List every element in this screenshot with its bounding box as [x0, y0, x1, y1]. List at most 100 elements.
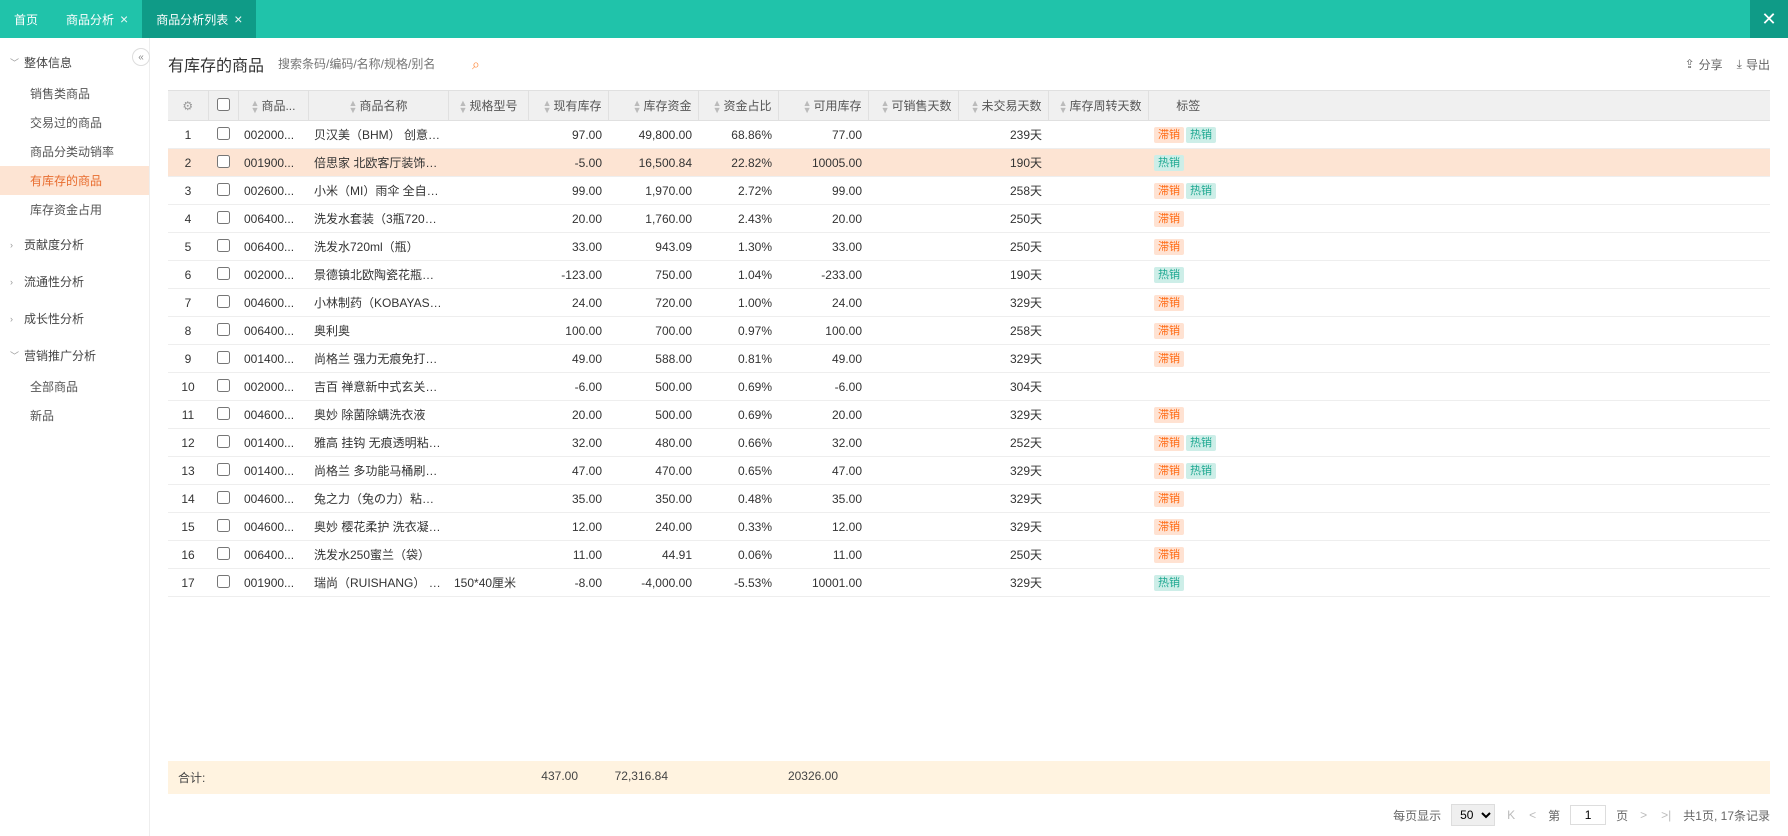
nav-group-head[interactable]: ﹀营销推广分析	[0, 339, 149, 372]
sort-icon[interactable]: ▲▼	[251, 100, 260, 114]
tab-close-icon[interactable]: ×	[120, 11, 128, 27]
row-checkbox[interactable]	[217, 211, 230, 224]
row-checkbox[interactable]	[217, 295, 230, 308]
sort-icon[interactable]: ▲▼	[713, 100, 722, 114]
row-index: 9	[168, 345, 208, 373]
data-table: ⚙▲▼商品...▲▼商品名称▲▼规格型号▲▼现有库存▲▼库存资金▲▼资金占比▲▼…	[168, 90, 1770, 597]
row-checkbox[interactable]	[217, 491, 230, 504]
select-all-checkbox[interactable]	[217, 98, 230, 111]
sort-icon[interactable]: ▲▼	[881, 100, 890, 114]
search-icon[interactable]: ⌕	[472, 56, 480, 73]
table-row[interactable]: 3002600...小米（MI）雨伞 全自动折叠99.001,970.002.7…	[168, 177, 1770, 205]
column-header[interactable]: ▲▼商品...	[238, 91, 308, 121]
table-row[interactable]: 16006400...洗发水250蜜兰（袋）11.0044.910.06%11.…	[168, 541, 1770, 569]
sidebar-collapse-button[interactable]: «	[132, 48, 150, 66]
pagesize-select[interactable]: 50	[1451, 804, 1495, 826]
sort-icon[interactable]: ▲▼	[633, 100, 642, 114]
nav-group-head[interactable]: ›成长性分析	[0, 302, 149, 335]
row-checkbox[interactable]	[217, 547, 230, 560]
pagesize-label: 每页显示	[1393, 807, 1441, 824]
nav-item[interactable]: 商品分类动销率	[0, 137, 149, 166]
table-row[interactable]: 2001900...倍思家 北欧客厅装饰画卧室-5.0016,500.8422.…	[168, 149, 1770, 177]
row-checkbox[interactable]	[217, 239, 230, 252]
sort-icon[interactable]: ▲▼	[1059, 100, 1068, 114]
nav-item[interactable]: 全部商品	[0, 372, 149, 401]
tab[interactable]: 商品分析×	[52, 0, 142, 38]
nav-item[interactable]: 有库存的商品	[0, 166, 149, 195]
column-header[interactable]: ▲▼可销售天数	[868, 91, 958, 121]
chevron-right-icon: ›	[10, 314, 20, 324]
column-header[interactable]: ▲▼未交易天数	[958, 91, 1048, 121]
row-checkbox[interactable]	[217, 435, 230, 448]
row-checkbox[interactable]	[217, 407, 230, 420]
tabbar-close-button[interactable]: ✕	[1750, 0, 1788, 38]
row-checkbox[interactable]	[217, 323, 230, 336]
table-row[interactable]: 1002000...贝汉美（BHM） 创意北欧风97.0049,800.0068…	[168, 121, 1770, 149]
sort-icon[interactable]: ▲▼	[803, 100, 812, 114]
tag-badge: 热销	[1154, 267, 1184, 283]
pager-first-button[interactable]: K	[1505, 808, 1517, 822]
pager-prev-button[interactable]: <	[1527, 808, 1538, 822]
row-checkbox[interactable]	[217, 155, 230, 168]
table-row[interactable]: 6002000...景德镇北欧陶瓷花瓶摆件 优-123.00750.001.04…	[168, 261, 1770, 289]
row-index: 10	[168, 373, 208, 401]
row-checkbox[interactable]	[217, 183, 230, 196]
nav-item[interactable]: 销售类商品	[0, 79, 149, 108]
nav-item[interactable]: 库存资金占用	[0, 195, 149, 224]
nav-item[interactable]: 新品	[0, 401, 149, 430]
table-row[interactable]: 11004600...奥妙 除菌除螨洗衣液20.00500.000.69%20.…	[168, 401, 1770, 429]
share-button[interactable]: ⇪分享	[1685, 56, 1723, 73]
pager-page-input[interactable]	[1570, 805, 1606, 825]
tag-badge: 滞销	[1154, 407, 1184, 423]
row-checkbox[interactable]	[217, 463, 230, 476]
row-checkbox[interactable]	[217, 267, 230, 280]
table-row[interactable]: 14004600...兔之力（兔の力）粘毛器粘35.00350.000.48%3…	[168, 485, 1770, 513]
column-header[interactable]: ▲▼资金占比	[698, 91, 778, 121]
table-row[interactable]: 7004600...小林制药（KOBAYASHI）E24.00720.001.0…	[168, 289, 1770, 317]
row-index: 5	[168, 233, 208, 261]
table-row[interactable]: 13001400...尚格兰 多功能马桶刷套装 平47.00470.000.65…	[168, 457, 1770, 485]
table-row[interactable]: 9001400...尚格兰 强力无痕免打孔浴室49.00588.000.81%4…	[168, 345, 1770, 373]
row-checkbox[interactable]	[217, 127, 230, 140]
row-index: 15	[168, 513, 208, 541]
nav-group-head[interactable]: ﹀整体信息	[0, 46, 149, 79]
row-checkbox[interactable]	[217, 379, 230, 392]
search-input[interactable]	[278, 57, 458, 71]
table-row[interactable]: 15004600...奥妙 樱花柔护 洗衣凝珠 1012.00240.000.3…	[168, 513, 1770, 541]
column-header[interactable]: ▲▼可用库存	[778, 91, 868, 121]
sort-icon[interactable]: ▲▼	[459, 100, 468, 114]
column-header[interactable]: ▲▼商品名称	[308, 91, 448, 121]
gear-icon[interactable]: ⚙	[182, 99, 193, 113]
column-header[interactable]: ▲▼库存资金	[608, 91, 698, 121]
pager-next-button[interactable]: >	[1638, 808, 1649, 822]
tag-badge: 热销	[1186, 183, 1216, 199]
row-index: 2	[168, 149, 208, 177]
chevron-right-icon: ›	[10, 277, 20, 287]
sort-icon[interactable]: ▲▼	[971, 100, 980, 114]
sort-icon[interactable]: ▲▼	[543, 100, 552, 114]
column-header[interactable]: ▲▼库存周转天数	[1048, 91, 1148, 121]
tag-badge: 滞销	[1154, 463, 1184, 479]
column-header[interactable]: ▲▼现有库存	[528, 91, 608, 121]
table-row[interactable]: 4006400...洗发水套装（3瓶720ml+1）20.001,760.002…	[168, 205, 1770, 233]
table-row[interactable]: 8006400...奥利奥100.00700.000.97%100.00258天…	[168, 317, 1770, 345]
column-header[interactable]: ▲▼规格型号	[448, 91, 528, 121]
row-index: 14	[168, 485, 208, 513]
sort-icon[interactable]: ▲▼	[349, 100, 358, 114]
tab[interactable]: 商品分析列表×	[142, 0, 256, 38]
nav-item[interactable]: 交易过的商品	[0, 108, 149, 137]
row-checkbox[interactable]	[217, 351, 230, 364]
export-button[interactable]: ⤓导出	[1737, 56, 1770, 73]
row-checkbox[interactable]	[217, 519, 230, 532]
table-row[interactable]: 12001400...雅高 挂钩 无痕透明粘钩 强32.00480.000.66…	[168, 429, 1770, 457]
chevron-down-icon: ﹀	[10, 56, 20, 69]
table-row[interactable]: 5006400...洗发水720ml（瓶）33.00943.091.30%33.…	[168, 233, 1770, 261]
tab[interactable]: 首页	[0, 0, 52, 38]
nav-group-head[interactable]: ›流通性分析	[0, 265, 149, 298]
table-row[interactable]: 17001900...瑞尚（RUISHANG） 卧室装150*40厘米-8.00…	[168, 569, 1770, 597]
pager-last-button[interactable]: >|	[1659, 808, 1673, 822]
row-checkbox[interactable]	[217, 575, 230, 588]
nav-group-head[interactable]: ›贡献度分析	[0, 228, 149, 261]
tab-close-icon[interactable]: ×	[234, 11, 242, 27]
table-row[interactable]: 10002000...吉百 禅意新中式玄关摆件套-6.00500.000.69%…	[168, 373, 1770, 401]
